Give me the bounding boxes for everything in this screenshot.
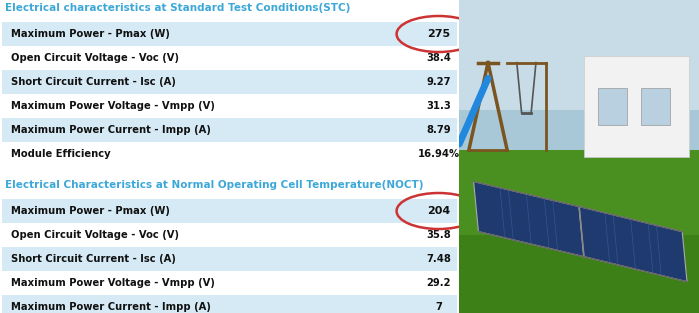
Text: 35.8: 35.8 (426, 230, 451, 240)
FancyBboxPatch shape (2, 142, 457, 166)
Text: Short Circuit Current - Isc (A): Short Circuit Current - Isc (A) (11, 77, 176, 87)
FancyBboxPatch shape (2, 46, 457, 70)
FancyBboxPatch shape (584, 56, 689, 156)
FancyBboxPatch shape (2, 94, 457, 118)
Text: 7: 7 (435, 302, 442, 312)
FancyBboxPatch shape (2, 199, 457, 223)
FancyBboxPatch shape (2, 247, 457, 271)
FancyBboxPatch shape (459, 0, 699, 110)
FancyBboxPatch shape (2, 223, 457, 247)
Text: 29.2: 29.2 (426, 278, 451, 288)
Polygon shape (579, 207, 687, 282)
Polygon shape (474, 182, 584, 257)
Text: Open Circuit Voltage - Voc (V): Open Circuit Voltage - Voc (V) (11, 230, 180, 240)
Text: Electrical Characteristics at Normal Operating Cell Temperature(NOCT): Electrical Characteristics at Normal Ope… (5, 180, 423, 190)
Text: 8.79: 8.79 (426, 125, 451, 135)
Text: 38.4: 38.4 (426, 53, 451, 63)
FancyBboxPatch shape (459, 0, 699, 163)
Text: Electrical characteristics at Standard Test Conditions(STC): Electrical characteristics at Standard T… (5, 3, 350, 13)
Text: Maximum Power Voltage - Vmpp (V): Maximum Power Voltage - Vmpp (V) (11, 278, 215, 288)
Text: 204: 204 (427, 206, 450, 216)
Text: Maximum Power Voltage - Vmpp (V): Maximum Power Voltage - Vmpp (V) (11, 101, 215, 111)
Text: Open Circuit Voltage - Voc (V): Open Circuit Voltage - Voc (V) (11, 53, 180, 63)
Text: Maximum Power - Pmax (W): Maximum Power - Pmax (W) (11, 206, 171, 216)
Text: Module Efficiency: Module Efficiency (11, 149, 111, 159)
FancyBboxPatch shape (2, 70, 457, 94)
FancyBboxPatch shape (2, 271, 457, 295)
FancyBboxPatch shape (2, 295, 457, 313)
FancyBboxPatch shape (598, 88, 627, 125)
FancyBboxPatch shape (2, 118, 457, 142)
FancyBboxPatch shape (642, 88, 670, 125)
Text: Maximum Power - Pmax (W): Maximum Power - Pmax (W) (11, 29, 171, 39)
Text: Maximum Power Current - Impp (A): Maximum Power Current - Impp (A) (11, 302, 211, 312)
Text: 9.27: 9.27 (426, 77, 451, 87)
FancyBboxPatch shape (2, 22, 457, 46)
FancyBboxPatch shape (459, 235, 699, 313)
Text: Maximum Power Current - Impp (A): Maximum Power Current - Impp (A) (11, 125, 211, 135)
Text: 31.3: 31.3 (426, 101, 451, 111)
Text: 7.48: 7.48 (426, 254, 451, 264)
Text: 16.94%: 16.94% (417, 149, 460, 159)
Text: 275: 275 (427, 29, 450, 39)
FancyBboxPatch shape (459, 150, 699, 313)
Text: Short Circuit Current - Isc (A): Short Circuit Current - Isc (A) (11, 254, 176, 264)
